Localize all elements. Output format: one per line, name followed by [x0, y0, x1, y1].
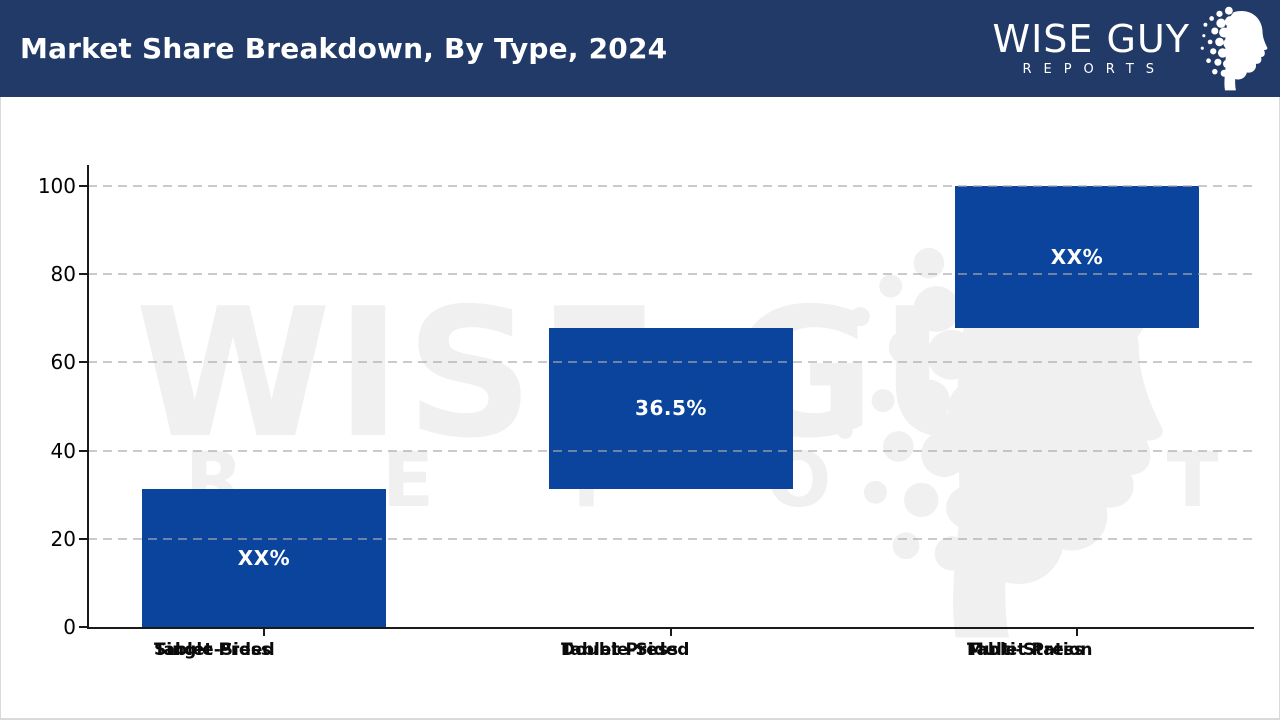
- figure-border-bottom: [0, 718, 1280, 720]
- x-category-label-line: Multi-Station: [967, 640, 1093, 660]
- bar-0: XX%: [142, 488, 386, 627]
- axis-left-spine: [87, 165, 89, 629]
- wiseguy-logo-sub: REPORTS: [1022, 61, 1167, 77]
- y-tick-label-0: 0: [63, 615, 76, 639]
- x-tick-mark-0: [263, 629, 265, 636]
- y-tick-label-20: 20: [50, 526, 76, 551]
- y-tick-mark-0: [79, 626, 87, 628]
- x-tick-mark-2: [1076, 629, 1078, 636]
- wiseguy-head-icon: [1200, 6, 1268, 90]
- bar-value-label-1: 36.5%: [635, 396, 707, 421]
- gridline-y-60: [88, 361, 1252, 364]
- bar-value-label-2: XX%: [1050, 245, 1104, 269]
- gridline-y-100: [88, 185, 1252, 187]
- y-tick-mark-100: [79, 185, 87, 187]
- y-tick-label-40: 40: [50, 438, 76, 463]
- y-tick-mark-60: [79, 361, 87, 364]
- x-tick-mark-1: [670, 629, 672, 636]
- figure-border-left: [0, 97, 1, 720]
- bar-value-label-0: XX%: [237, 545, 291, 570]
- y-tick-label-100: 100: [37, 174, 76, 198]
- x-category-label-line: Tablet Press: [967, 640, 1085, 660]
- y-tick-label-60: 60: [50, 350, 76, 375]
- gridline-y-20: [88, 537, 1252, 540]
- x-category-label-line: Tablet Press: [154, 640, 272, 660]
- wiseguy-logo: WISE GUY REPORTS: [993, 6, 1280, 92]
- y-tick-mark-40: [79, 449, 87, 452]
- wiseguy-logo-name: WISE GUY: [992, 17, 1190, 62]
- axis-bottom-spine: [87, 627, 1254, 629]
- bar-2: XX%: [955, 186, 1199, 328]
- x-category-label-line: Single-Sided: [154, 640, 275, 660]
- chart-title: Market Share Breakdown, By Type, 2024: [20, 32, 668, 65]
- x-category-label-line: Tablet Press: [561, 640, 679, 660]
- chart-header: Market Share Breakdown, By Type, 2024 WI…: [0, 0, 1280, 97]
- y-tick-mark-80: [79, 273, 87, 276]
- x-category-label-line: Double-Sided: [561, 640, 690, 660]
- gridline-y-80: [88, 273, 1252, 276]
- y-tick-mark-20: [79, 537, 87, 540]
- wiseguy-logo-text: WISE GUY REPORTS: [992, 17, 1190, 77]
- y-tick-label-80: 80: [50, 262, 76, 287]
- gridline-y-40: [88, 449, 1252, 452]
- bar-1: 36.5%: [549, 328, 793, 489]
